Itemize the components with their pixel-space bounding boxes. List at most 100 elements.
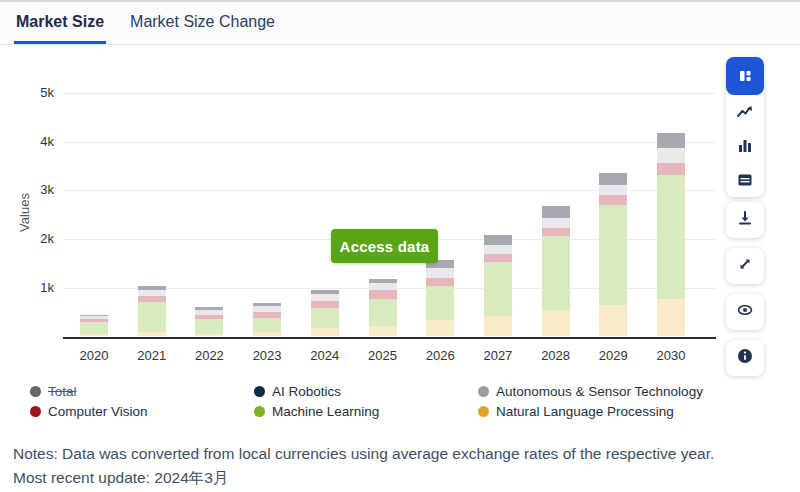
bar-segment[interactable] — [599, 173, 627, 185]
bar-segment[interactable] — [311, 290, 339, 294]
bar-segment[interactable] — [138, 296, 166, 302]
tab-market-size[interactable]: Market Size — [14, 2, 106, 44]
legend-item[interactable]: Total — [30, 383, 254, 400]
bar-segment[interactable] — [542, 310, 570, 336]
info-icon — [736, 347, 754, 369]
bar-segment[interactable] — [195, 319, 223, 334]
tab-bar: Market Size Market Size Change — [0, 2, 800, 45]
x-axis-line — [63, 337, 716, 339]
legend-dot-icon — [30, 406, 41, 417]
legend-label: Machine Learning — [272, 404, 379, 419]
bar-segment[interactable] — [599, 185, 627, 195]
x-tick-label: 2022 — [184, 348, 234, 363]
legend-label: Natural Language Processing — [496, 404, 674, 419]
legend-item[interactable]: Computer Vision — [30, 403, 254, 420]
line-chart-button[interactable] — [726, 95, 764, 129]
bar-segment[interactable] — [80, 319, 108, 322]
legend-label: Autonomous & Sensor Technology — [496, 384, 703, 399]
bar-segment[interactable] — [253, 303, 281, 306]
bar-segment[interactable] — [311, 308, 339, 329]
legend-item[interactable]: Autonomous & Sensor Technology — [478, 383, 703, 400]
bar-chart-icon — [736, 137, 754, 155]
download-button[interactable] — [726, 202, 764, 238]
bar-segment[interactable] — [80, 315, 108, 317]
bar-segment[interactable] — [369, 279, 397, 284]
tab-market-size-change[interactable]: Market Size Change — [128, 2, 277, 44]
bar-chart-button[interactable] — [726, 129, 764, 163]
bar-segment[interactable] — [542, 218, 570, 228]
legend-dot-icon — [254, 406, 265, 417]
grid-icon — [736, 67, 754, 85]
bar-segment[interactable] — [195, 307, 223, 310]
table-icon — [736, 171, 754, 189]
access-data-button[interactable]: Access data — [331, 229, 438, 263]
bar-segment[interactable] — [542, 206, 570, 218]
bar-segment[interactable] — [195, 315, 223, 319]
bar-segment[interactable] — [311, 301, 339, 307]
update-line: Most recent update: 2024年3月 — [13, 468, 228, 489]
bar-segment[interactable] — [426, 268, 454, 278]
x-tick-label: 2024 — [300, 348, 350, 363]
y-tick-label: 5k — [16, 85, 54, 100]
x-tick-label: 2023 — [242, 348, 292, 363]
x-tick-label: 2020 — [69, 348, 119, 363]
bar-segment[interactable] — [484, 316, 512, 337]
line-chart-icon — [736, 103, 754, 121]
legend-dot-icon — [478, 386, 489, 397]
table-view-button[interactable] — [726, 163, 764, 197]
legend-item[interactable]: Natural Language Processing — [478, 403, 703, 420]
legend-label: AI Robotics — [272, 384, 341, 399]
info-button[interactable] — [726, 340, 764, 376]
bar-segment[interactable] — [426, 286, 454, 320]
bar-segment[interactable] — [599, 305, 627, 336]
legend: Total AI Robotics Autonomous & Sensor Tech… — [30, 383, 703, 420]
bar-segment[interactable] — [253, 306, 281, 312]
bar-segment[interactable] — [369, 299, 397, 326]
bar-segment[interactable] — [657, 133, 685, 148]
fullscreen-button[interactable] — [726, 248, 764, 284]
bar-segment[interactable] — [657, 148, 685, 163]
bar-segment[interactable] — [599, 195, 627, 205]
y-tick-label: 1k — [16, 280, 54, 295]
legend-dot-icon — [254, 386, 265, 397]
x-tick-label: 2021 — [127, 348, 177, 363]
bar-segment[interactable] — [657, 175, 685, 298]
gridline — [63, 142, 716, 143]
x-tick-label: 2027 — [473, 348, 523, 363]
bar-segment[interactable] — [599, 205, 627, 305]
bar-segment[interactable] — [311, 328, 339, 336]
visibility-button[interactable] — [726, 294, 764, 330]
bar-segment[interactable] — [311, 294, 339, 301]
bar-segment[interactable] — [484, 262, 512, 315]
bar-segment[interactable] — [542, 236, 570, 310]
bar-segment[interactable] — [253, 312, 281, 317]
bar-segment[interactable] — [542, 228, 570, 236]
bar-segment[interactable] — [80, 322, 108, 334]
legend-label: Computer Vision — [48, 404, 148, 419]
bar-segment[interactable] — [484, 254, 512, 262]
bar-segment[interactable] — [138, 290, 166, 296]
bar-segment[interactable] — [484, 245, 512, 254]
bar-segment[interactable] — [369, 290, 397, 298]
gridline — [63, 93, 716, 94]
grid-view-button[interactable] — [726, 57, 764, 95]
bar-segment[interactable] — [657, 299, 685, 337]
eye-icon — [736, 301, 754, 323]
legend-item[interactable]: Machine Learning — [254, 403, 478, 420]
bar-segment[interactable] — [195, 310, 223, 315]
y-tick-label: 4k — [16, 134, 54, 149]
chart-type-toolbar — [726, 57, 764, 197]
bar-segment[interactable] — [426, 320, 454, 336]
bar-segment[interactable] — [138, 286, 166, 290]
download-icon — [736, 209, 754, 231]
bar-segment[interactable] — [369, 283, 397, 290]
bar-segment[interactable] — [253, 318, 281, 333]
legend-label: Total — [48, 384, 77, 399]
bar-segment[interactable] — [369, 326, 397, 337]
bar-segment[interactable] — [484, 235, 512, 245]
legend-item[interactable]: AI Robotics — [254, 383, 478, 400]
bar-segment[interactable] — [657, 163, 685, 175]
bar-segment[interactable] — [80, 316, 108, 319]
bar-segment[interactable] — [426, 278, 454, 286]
bar-segment[interactable] — [138, 302, 166, 331]
